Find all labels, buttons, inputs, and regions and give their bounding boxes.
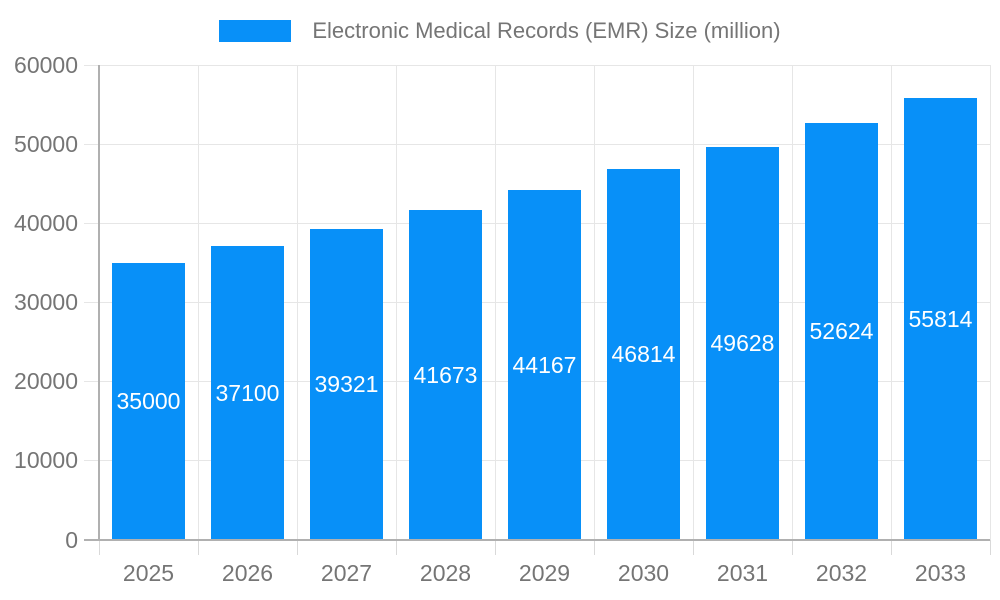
y-axis-tick-label: 60000 — [14, 51, 78, 78]
legend-label: Electronic Medical Records (EMR) Size (m… — [312, 18, 781, 43]
x-axis-tick-mark — [395, 540, 397, 555]
bar-value-label: 41673 — [413, 361, 478, 388]
x-gridline — [593, 65, 595, 540]
bar-2028[interactable] — [409, 210, 482, 540]
bar-value-label: 35000 — [116, 387, 181, 414]
x-gridline — [692, 65, 694, 540]
x-axis-tick-mark — [890, 540, 892, 555]
x-axis-tick-label: 2027 — [320, 560, 373, 586]
x-gridline — [197, 65, 199, 540]
x-gridline — [890, 65, 892, 540]
y-axis-tick-label: 0 — [65, 526, 78, 553]
bar-2025[interactable] — [112, 262, 185, 540]
bar-2030[interactable] — [607, 169, 680, 540]
y-axis-tick-label: 30000 — [14, 289, 78, 315]
bar-2026[interactable] — [211, 246, 284, 540]
legend: Electronic Medical Records (EMR) Size (m… — [0, 20, 1000, 42]
x-gridline — [494, 65, 496, 540]
y-axis-line — [98, 65, 100, 540]
x-axis-line — [84, 539, 990, 541]
y-axis-tick-label: 20000 — [14, 368, 78, 395]
bar-value-label: 49628 — [710, 330, 775, 357]
x-axis-tick-mark — [494, 540, 496, 555]
bar-value-label: 39321 — [314, 370, 379, 397]
x-axis-tick-mark — [989, 540, 991, 555]
x-axis-tick-label: 2031 — [716, 560, 769, 586]
bar-value-label: 52624 — [809, 318, 874, 345]
x-axis-tick-mark — [692, 540, 694, 555]
x-gridline — [791, 65, 793, 540]
x-axis-tick-label: 2033 — [914, 560, 967, 586]
y-gridline — [84, 143, 990, 145]
x-axis-tick-mark — [98, 540, 100, 555]
y-gridline — [84, 64, 990, 66]
x-axis-tick-label: 2032 — [815, 560, 868, 586]
bar-2027[interactable] — [310, 228, 383, 540]
x-gridline — [989, 65, 991, 540]
y-axis-tick-label: 50000 — [14, 130, 78, 157]
x-axis-tick-label: 2028 — [419, 560, 472, 586]
x-axis-tick-mark — [791, 540, 793, 555]
x-axis-tick-label: 2026 — [221, 560, 274, 586]
legend-swatch — [219, 20, 292, 42]
bar-value-label: 55814 — [908, 305, 973, 332]
y-axis-tick-label: 10000 — [14, 447, 78, 474]
x-axis-tick-label: 2030 — [617, 560, 670, 586]
bar-2032[interactable] — [805, 123, 878, 540]
x-axis-tick-mark — [593, 540, 595, 555]
x-axis-tick-label: 2029 — [518, 560, 571, 586]
bar-value-label: 46814 — [611, 341, 676, 368]
x-gridline — [395, 65, 397, 540]
x-axis-tick-label: 2025 — [122, 560, 175, 586]
y-axis-tick-label: 40000 — [14, 209, 78, 236]
bar-value-label: 37100 — [215, 379, 280, 406]
bar-2029[interactable] — [508, 190, 581, 540]
x-axis-tick-mark — [197, 540, 199, 555]
bar-2033[interactable] — [904, 98, 977, 540]
x-gridline — [296, 65, 298, 540]
bar-value-label: 44167 — [512, 351, 577, 378]
x-axis-tick-mark — [296, 540, 298, 555]
bar-2031[interactable] — [706, 147, 779, 540]
